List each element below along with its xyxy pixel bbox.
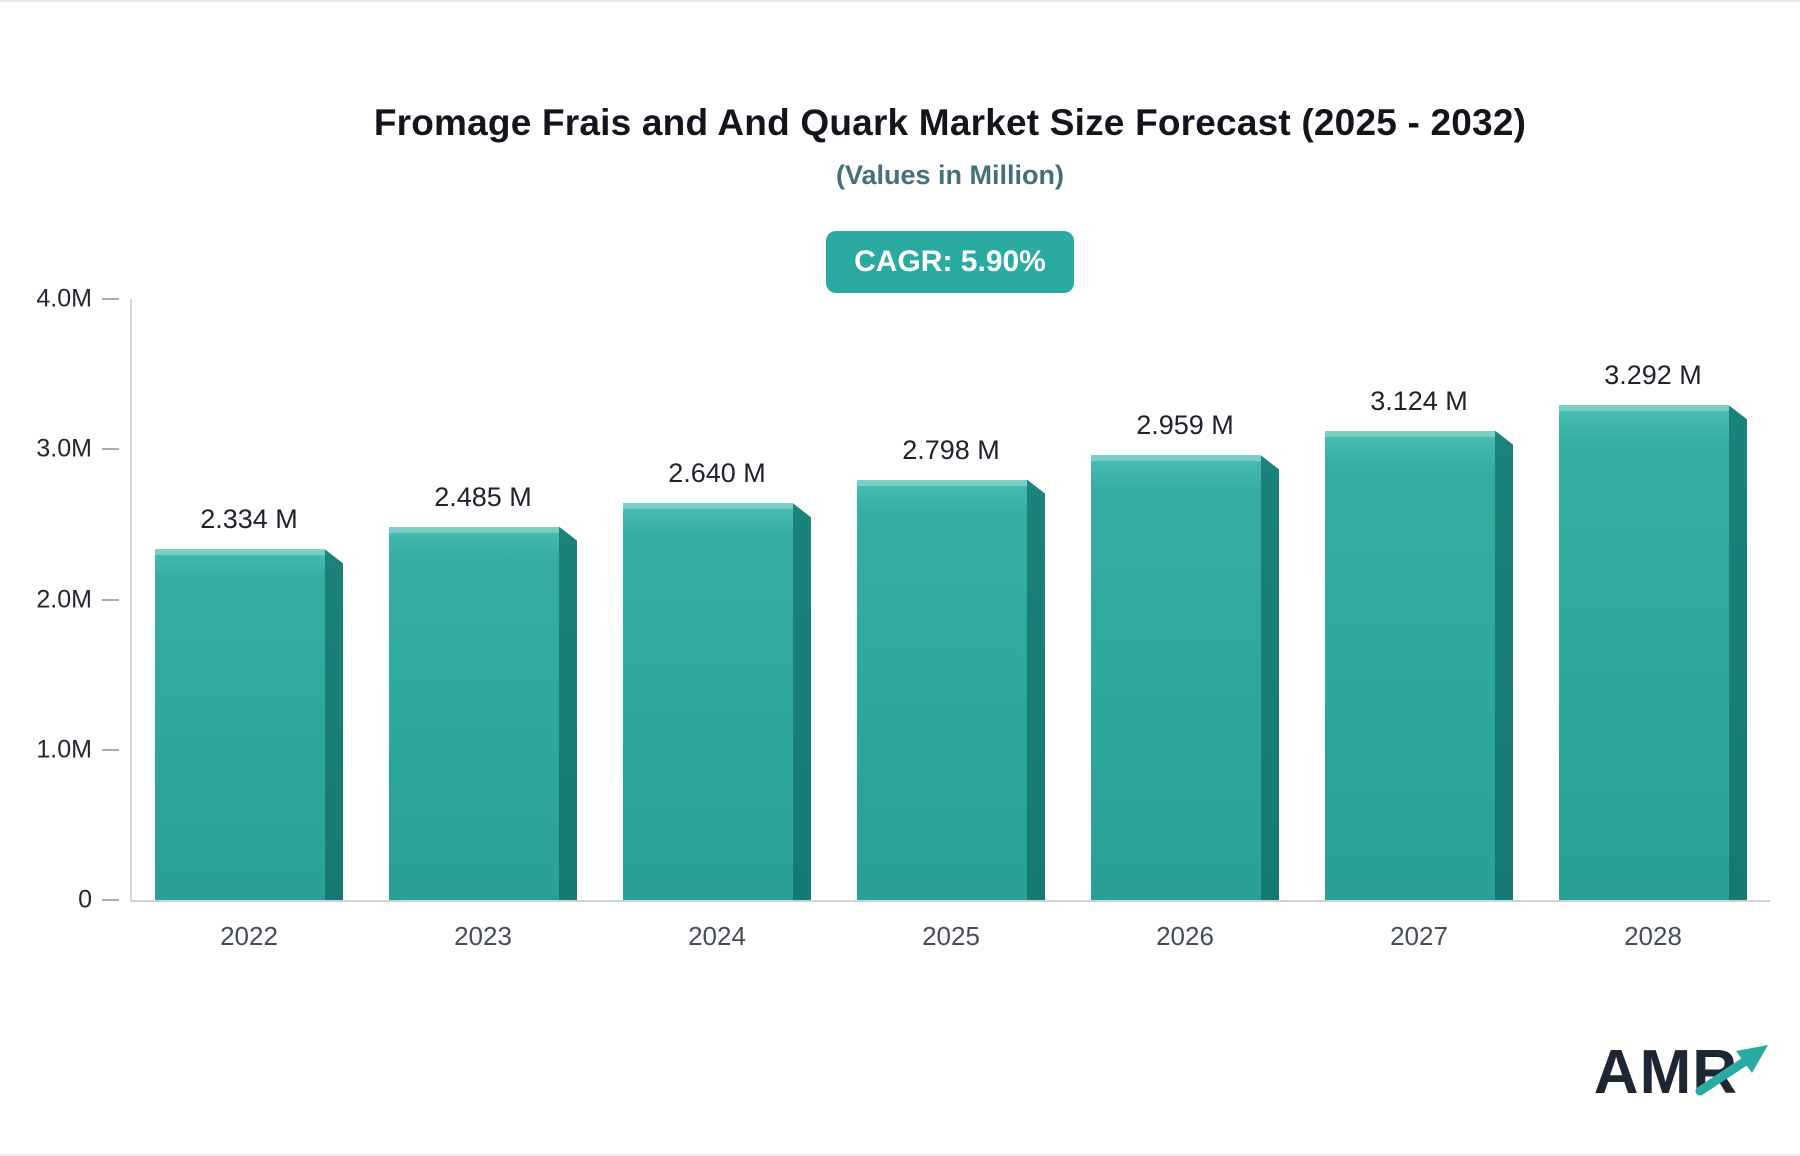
- x-axis-label-2025: 2025: [922, 921, 980, 951]
- x-axis-label-2027: 2027: [1390, 921, 1448, 951]
- y-axis-tick-mark: [102, 448, 119, 451]
- y-axis-tick-label: 3.0M: [36, 434, 92, 463]
- bar-value-label: 2.959 M: [1136, 410, 1234, 441]
- bar-face: [1325, 430, 1495, 900]
- plot-area: 0 1.0M 2.0M 3.0M 4.0M 2.334 M 2022 2.485 M 2023 2…: [36, 286, 1770, 951]
- bar-value-label: 2.798 M: [902, 434, 1000, 465]
- bar-face: [623, 503, 793, 900]
- bar-face: [857, 479, 1027, 900]
- bar-value-label: 2.640 M: [668, 458, 766, 489]
- bar-value-label: 2.334 M: [200, 504, 298, 535]
- bar-value-label: 3.124 M: [1370, 385, 1468, 416]
- bar-2026[interactable]: [1091, 455, 1279, 900]
- bar-face: [1559, 405, 1729, 900]
- bar-group-2026: 2.959 M 2026: [1068, 299, 1302, 951]
- y-axis-tick-label: 1.0M: [36, 735, 92, 764]
- bar-2023[interactable]: [389, 526, 577, 900]
- chart-subtitle: (Values in Million): [835, 160, 1065, 190]
- bar-side-shadow: [1729, 405, 1747, 900]
- bar-2028[interactable]: [1559, 405, 1747, 900]
- bar-group-2025: 2.798 M 2025: [834, 299, 1068, 951]
- bar-chart: 0 1.0M 2.0M 3.0M 4.0M 2.334 M 2022 2.485 M 2023 2…: [36, 286, 1770, 951]
- x-axis-label-2022: 2022: [220, 921, 278, 951]
- bar-group-2028: 3.292 M 2028: [1536, 299, 1770, 951]
- y-axis-tick-mark: [102, 598, 119, 601]
- x-axis-label-2026: 2026: [1156, 921, 1214, 951]
- bar-side-shadow: [1027, 479, 1045, 900]
- bar-2022[interactable]: [155, 549, 343, 900]
- bar-value-label: 2.485 M: [434, 481, 532, 512]
- y-axis-tick-label: 2.0M: [36, 585, 92, 613]
- y-axis-tick-mark: [102, 298, 119, 300]
- y-axis-tick-label: 0: [78, 885, 92, 914]
- amr-logo-text: AMR: [1593, 1038, 1738, 1107]
- bar-side-shadow: [559, 526, 577, 900]
- bar-group-2022: 2.334 M 2022: [132, 299, 366, 951]
- y-axis-tick-label: 4.0M: [36, 284, 92, 313]
- bar-face: [155, 549, 325, 900]
- x-axis-label-2024: 2024: [688, 921, 746, 951]
- y-axis-tick-mark: [102, 748, 119, 751]
- bar-side-shadow: [325, 549, 343, 900]
- amr-logo: AMR: [1593, 1037, 1768, 1108]
- bar-2027[interactable]: [1325, 430, 1513, 900]
- bar-side-shadow: [1495, 430, 1513, 900]
- x-axis-label-2028: 2028: [1624, 921, 1682, 951]
- bar-group-2023: 2.485 M 2023: [366, 299, 600, 951]
- bar-face: [389, 526, 559, 900]
- y-axis-tick-mark: [102, 899, 119, 901]
- chart-title: Fromage Frais and And Quark Market Size …: [373, 102, 1527, 143]
- cagr-badge: CAGR: 5.90%: [826, 231, 1074, 293]
- bar-group-2024: 2.640 M 2024: [600, 299, 834, 951]
- bar-2025[interactable]: [857, 479, 1045, 900]
- bar-value-label: 3.292 M: [1604, 360, 1702, 391]
- x-axis-label-2023: 2023: [454, 921, 512, 951]
- chart-header: Fromage Frais and And Quark Market Size …: [130, 2, 1770, 293]
- bar-side-shadow: [1261, 455, 1279, 900]
- bar-2024[interactable]: [623, 503, 811, 900]
- bar-face: [1091, 455, 1261, 900]
- bar-group-2027: 3.124 M 2027: [1302, 299, 1536, 951]
- bar-side-shadow: [793, 503, 811, 900]
